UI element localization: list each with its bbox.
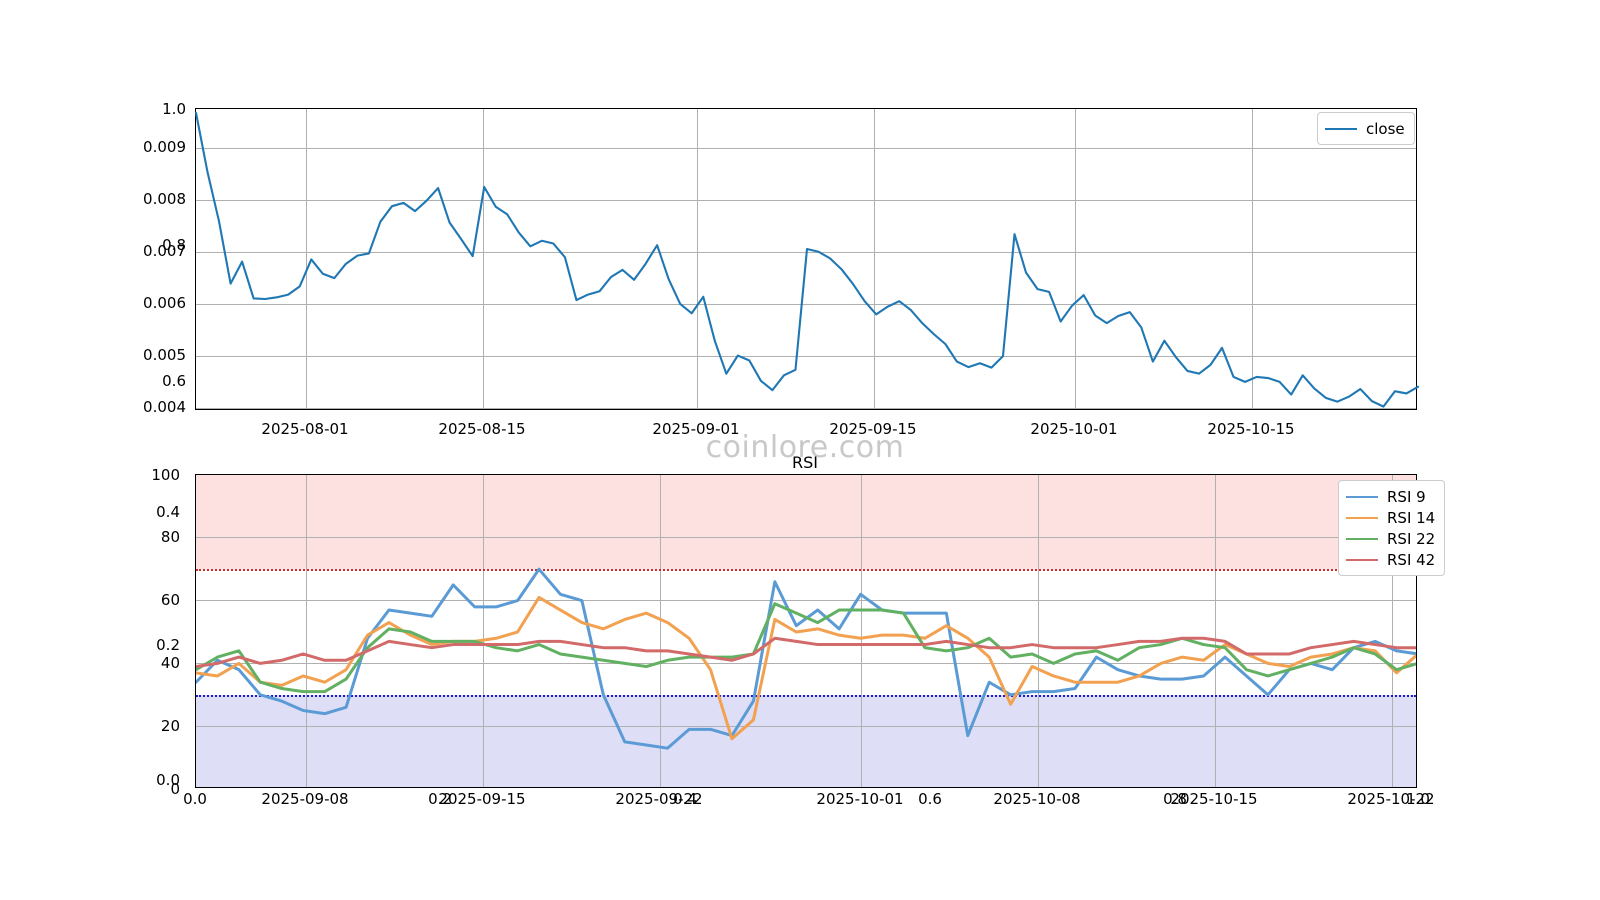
rsi-chart-panel	[195, 474, 1417, 788]
rsi-xtick-overlay: 0.8	[1163, 790, 1187, 808]
legend-label: close	[1366, 119, 1405, 138]
rsi-gridline	[861, 475, 862, 787]
rsi-xtick-overlay: 0.4	[673, 790, 697, 808]
rsi-xtick-overlay: 1.0	[1406, 790, 1430, 808]
legend-label: RSI 22	[1387, 529, 1436, 548]
rsi-xtick-overlay: 0.0	[183, 790, 207, 808]
rsi-legend[interactable]: RSI 9 RSI 14 RSI 22 RSI 42	[1338, 480, 1446, 576]
rsi-42-line-swatch	[1346, 558, 1378, 561]
rsi-xtick-date: 2025-10-01	[816, 790, 904, 808]
price-gridline	[196, 200, 1416, 201]
rsi-xtick-date: 2025-09-08	[261, 790, 349, 808]
price-ytick: 0.006	[143, 294, 186, 312]
oversold-threshold-line	[196, 695, 1416, 697]
close-line-swatch	[1325, 127, 1357, 130]
rsi-overlay-ytick: 0.4	[156, 503, 180, 521]
rsi-overlay-ytick: 0.0	[156, 771, 180, 789]
price-ytick: 0.009	[143, 138, 186, 156]
rsi-gridline	[196, 726, 1416, 727]
rsi-gridline	[1038, 475, 1039, 787]
rsi-xtick-date: 2025-10-08	[993, 790, 1081, 808]
rsi-xtick-date: 2025-09-15	[438, 790, 526, 808]
legend-item-rsi-14[interactable]: RSI 14	[1346, 507, 1435, 528]
price-legend[interactable]: close	[1317, 112, 1415, 145]
price-gridline	[306, 109, 307, 409]
price-overlay-ytick: 1.0	[162, 100, 186, 118]
price-ytick: 0.008	[143, 190, 186, 208]
price-overlay-ytick: 0.6	[162, 372, 186, 390]
rsi-xtick-date: 2025-09-22	[615, 790, 703, 808]
rsi-gridline	[660, 475, 661, 787]
price-gridline	[196, 148, 1416, 149]
price-gridline	[196, 408, 1416, 409]
rsi-gridline	[1392, 475, 1393, 787]
legend-label: RSI 9	[1387, 487, 1426, 506]
rsi-gridline	[196, 600, 1416, 601]
rsi-panel-title: RSI	[792, 453, 818, 472]
price-xtick: 2025-10-15	[1207, 420, 1295, 438]
price-gridline	[483, 109, 484, 409]
price-ytick: 0.004	[143, 398, 186, 416]
rsi-ytick: 60	[160, 591, 180, 609]
close-price-line	[194, 111, 1420, 408]
overbought-zone	[196, 475, 1416, 569]
rsi-gridline	[306, 475, 307, 787]
price-ytick: 0.005	[143, 346, 186, 364]
legend-label: RSI 14	[1387, 508, 1436, 527]
oversold-zone	[196, 695, 1416, 787]
rsi-gridline	[196, 537, 1416, 538]
rsi-series-lines	[196, 567, 1416, 750]
price-xtick: 2025-10-01	[1030, 420, 1118, 438]
rsi-9-line-swatch	[1346, 495, 1378, 498]
rsi-22-line-swatch	[1346, 537, 1378, 540]
price-gridline	[1252, 109, 1253, 409]
rsi-ytick: 0	[170, 780, 180, 798]
legend-item-rsi-9[interactable]: RSI 9	[1346, 486, 1435, 507]
price-gridline	[697, 109, 698, 409]
rsi-ytick: 40	[160, 654, 180, 672]
rsi-ytick: 80	[160, 528, 180, 546]
price-gridline	[196, 304, 1416, 305]
legend-item-rsi-42[interactable]: RSI 42	[1346, 549, 1435, 570]
price-xtick: 2025-08-01	[261, 420, 349, 438]
rsi-ytick: 20	[160, 717, 180, 735]
rsi-14-line-swatch	[1346, 516, 1378, 519]
overbought-threshold-line	[196, 569, 1416, 571]
rsi-ytick: 100	[151, 466, 180, 484]
price-xtick: 2025-08-15	[438, 420, 526, 438]
rsi-gridline	[483, 475, 484, 787]
legend-item-rsi-22[interactable]: RSI 22	[1346, 528, 1435, 549]
rsi-gridline	[1215, 475, 1216, 787]
price-overlay-ytick: 0.8	[162, 236, 186, 254]
rsi-gridline	[196, 663, 1416, 664]
rsi-xtick-date: 2025-10-22	[1347, 790, 1435, 808]
legend-label: RSI 42	[1387, 550, 1436, 569]
price-xtick: 2025-09-15	[829, 420, 917, 438]
price-chart-panel	[194, 108, 1420, 410]
price-ytick: 0.007	[143, 242, 186, 260]
price-gridline	[1075, 109, 1076, 409]
legend-item-close[interactable]: close	[1325, 118, 1405, 139]
price-gridline	[196, 356, 1416, 357]
rsi-xtick-date: 2025-10-15	[1170, 790, 1258, 808]
rsi-xtick-overlay: 0.2	[428, 790, 452, 808]
price-xtick: 2025-09-01	[652, 420, 740, 438]
rsi-xtick-overlay: 0.6	[918, 790, 942, 808]
rsi-overlay-ytick: 0.2	[156, 636, 180, 654]
price-gridline	[874, 109, 875, 409]
